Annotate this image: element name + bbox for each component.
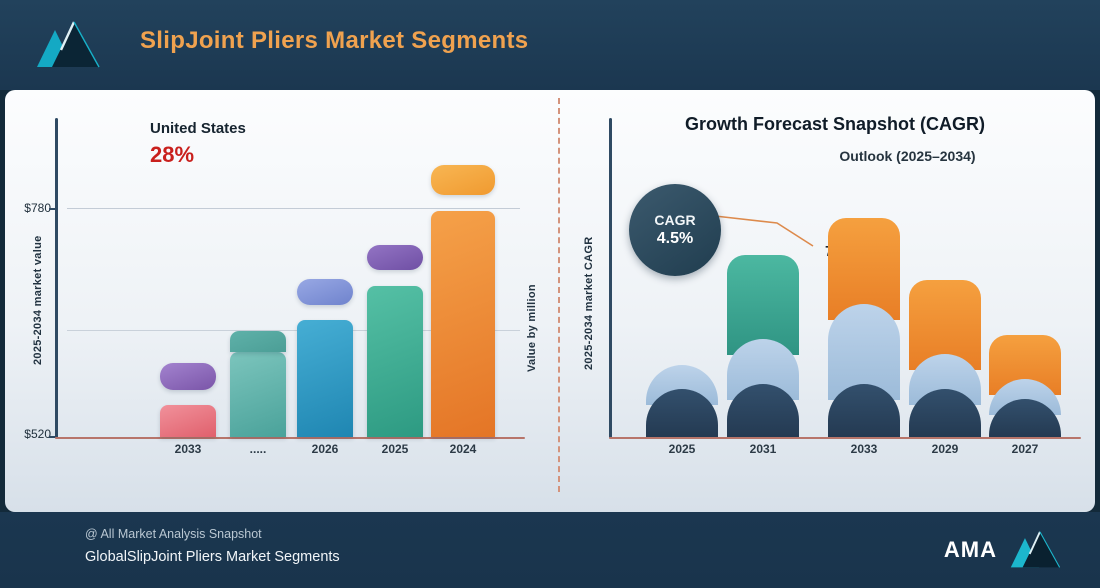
footer-brand: AMA [944,531,1062,569]
gridline-780 [67,208,520,209]
highlight-percentage: 28% [150,142,195,167]
x-axis-label-2025: 2025 [381,442,409,456]
x-axis-label-2031: 2031 [749,442,777,456]
content: United States 28% $780 $520 2025-2034 ma… [5,90,1095,512]
bar-cap-2033 [160,363,216,390]
region-label: United States [150,120,246,137]
y-tick-mark-780 [49,208,57,210]
bar-2026 [297,320,353,437]
bar-2025 [367,286,423,437]
right-panel-subtitle: Outlook (2025–2034) [839,148,976,164]
right-panel-title: Growth Forecast Snapshot (CAGR) [684,114,985,134]
panel-divider [558,98,560,492]
ama-logo-icon [37,21,100,68]
bar-cap-2024 [431,165,495,195]
x-axis-label-2029: 2029 [931,442,959,456]
x-axis-label-2033: 2033 [850,442,878,456]
x-axis-label-2026: 2026 [311,442,339,456]
right-bar-chart: 2025 2031 2033 2029 2027 [5,90,1095,512]
footer-note: @ All Market Analysis Snapshot [85,527,262,541]
bar-cap-2026 [297,279,353,305]
x-axis-label-2025: 2025 [668,442,696,456]
footer-title: GlobalSlipJoint Pliers Market Segments [85,549,340,565]
x-axis-label-.....: ..... [249,442,267,456]
cagr-badge-label: CAGR [654,212,696,228]
bar-2031-segment-top [727,255,799,355]
x-axis-line-left [55,437,525,439]
y-axis-line-left [55,118,58,438]
gridline-mid [67,330,520,331]
y-tick-mark-520 [49,436,57,438]
bar-cap-..... [230,331,286,352]
x-axis-line-right [609,437,1081,439]
footer-brand-text: AMA [943,537,997,562]
y-axis-line-right [609,118,612,438]
footer-ama-logo-icon [1010,531,1061,568]
bar-2033-segment-base [828,384,900,437]
header: SlipJoint Pliers Market Segments [0,0,1100,90]
cagr-badge: CAGR 4.5% [629,184,721,276]
bar-2033 [160,405,216,437]
cagr-badge-value: 4.5% [656,230,694,247]
footer: @ All Market Analysis Snapshot GlobalSli… [0,512,1100,588]
x-axis-label-2027: 2027 [1011,442,1039,456]
y-tick-520: $520 [24,427,51,441]
page-title: SlipJoint Pliers Market Segments [140,27,529,54]
bar-..... [230,352,286,437]
x-axis-label-2024: 2024 [449,442,477,456]
bar-2033-segment-top [828,218,900,320]
left-bar-chart: 2033..... 2026 2025 2024 [5,90,1095,512]
bar-2024 [431,211,495,437]
bar-2031-segment-base [727,384,799,437]
x-axis-label-2033: 2033 [174,442,202,456]
bar-cap-2025 [367,245,423,270]
y-tick-780: $780 [24,201,51,215]
